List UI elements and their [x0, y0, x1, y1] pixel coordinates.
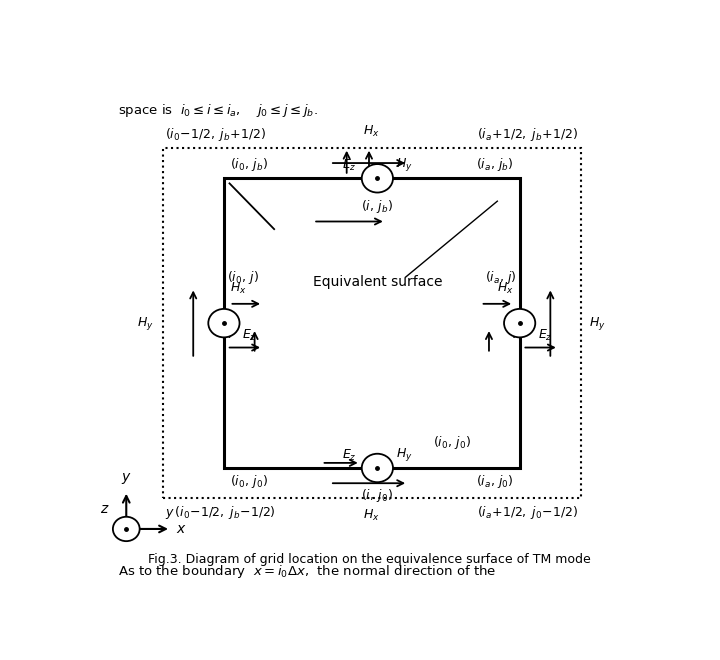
Circle shape — [208, 309, 240, 337]
Text: $H_y$: $H_y$ — [396, 446, 413, 463]
Text: $(i_0,\,j_0)$: $(i_0,\,j_0)$ — [433, 434, 471, 451]
Text: $y$: $y$ — [121, 471, 132, 486]
Circle shape — [361, 164, 393, 193]
Circle shape — [504, 309, 535, 337]
Text: $H_x$: $H_x$ — [498, 281, 514, 296]
Text: $H_y$: $H_y$ — [138, 315, 154, 331]
Text: $(i_0\!-\!1/2,\;j_b\!+\!1/2)$: $(i_0\!-\!1/2,\;j_b\!+\!1/2)$ — [166, 125, 266, 143]
Text: $H_x$: $H_x$ — [364, 508, 380, 523]
Circle shape — [361, 453, 393, 482]
Text: As to the boundary  $x=i_0\Delta x$,  the normal direction of the: As to the boundary $x=i_0\Delta x$, the … — [118, 563, 496, 579]
Text: $(i_0,\,j_b)$: $(i_0,\,j_b)$ — [230, 156, 267, 173]
Text: $z$: $z$ — [100, 502, 109, 516]
Text: $H_x$: $H_x$ — [230, 281, 246, 296]
Text: $E_z$: $E_z$ — [341, 158, 356, 173]
Text: $E_z$: $E_z$ — [538, 328, 553, 343]
Text: $(i_a,\,j_b)$: $(i_a,\,j_b)$ — [477, 156, 514, 173]
Text: $(i_a,\,j_0)$: $(i_a,\,j_0)$ — [477, 473, 514, 490]
Text: $(i_a,\,j)$: $(i_a,\,j)$ — [485, 269, 517, 286]
Text: $H_x$: $H_x$ — [364, 123, 380, 139]
Text: $(i,\,j_0)$: $(i,\,j_0)$ — [361, 487, 393, 504]
Text: $E_z$: $E_z$ — [341, 447, 356, 463]
Text: $y\,(i_0\!-\!1/2,\;j_b\!-\!1/2)$: $y\,(i_0\!-\!1/2,\;j_b\!-\!1/2)$ — [166, 504, 276, 521]
Text: Fig.3. Diagram of grid location on the equivalence surface of TM mode: Fig.3. Diagram of grid location on the e… — [148, 553, 590, 566]
Text: space is  $i_0 \leq i \leq i_a$,    $j_0 \leq j \leq j_b$.: space is $i_0 \leq i \leq i_a$, $j_0 \le… — [118, 102, 318, 119]
Text: $E_z$: $E_z$ — [243, 328, 257, 343]
Text: $(i_a\!+\!1/2,\;j_b\!+\!1/2)$: $(i_a\!+\!1/2,\;j_b\!+\!1/2)$ — [477, 125, 578, 143]
Text: $(i,\,j_b)$: $(i,\,j_b)$ — [361, 197, 393, 215]
Circle shape — [113, 517, 140, 541]
Text: $H_y$: $H_y$ — [396, 156, 413, 173]
Text: $(i_a\!+\!1/2,\;j_0\!-\!1/2)$: $(i_a\!+\!1/2,\;j_0\!-\!1/2)$ — [477, 504, 578, 521]
Text: Equivalent surface: Equivalent surface — [313, 275, 443, 290]
Text: $H_y$: $H_y$ — [590, 315, 606, 331]
Text: $x$: $x$ — [176, 522, 187, 536]
Text: $(i_0,\,j)$: $(i_0,\,j)$ — [227, 269, 258, 286]
Text: $(i_0,\,j_0)$: $(i_0,\,j_0)$ — [230, 473, 267, 490]
